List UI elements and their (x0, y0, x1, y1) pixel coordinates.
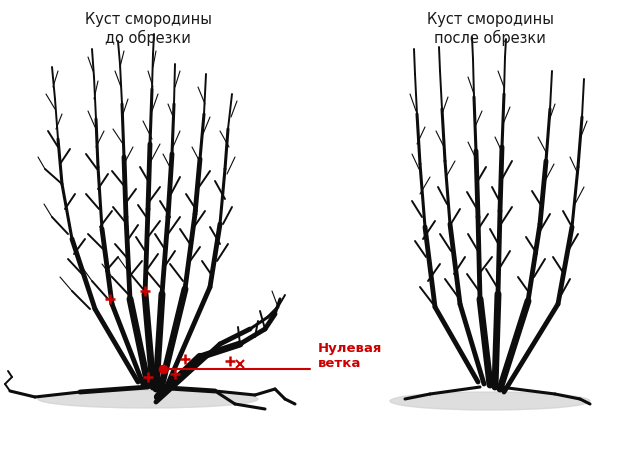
Text: Нулевая
ветка: Нулевая ветка (318, 341, 382, 369)
Ellipse shape (390, 392, 590, 410)
Text: Куст смородины
после обрезки: Куст смородины после обрезки (427, 12, 554, 46)
Ellipse shape (38, 390, 258, 408)
Text: Куст смородины
до обрезки: Куст смородины до обрезки (84, 12, 211, 46)
